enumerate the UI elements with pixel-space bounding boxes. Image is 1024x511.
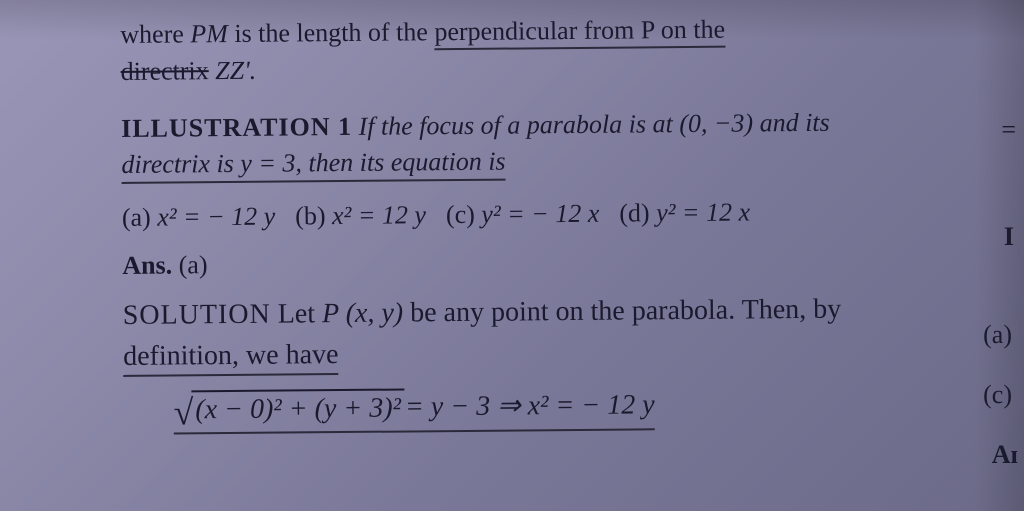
margin-a: (a) (983, 320, 1012, 350)
illustration-label: ILLUSTRATION 1 (121, 112, 352, 143)
pm-var: PM (190, 19, 228, 48)
intro-line-2: directrix ZZ'. (121, 50, 985, 88)
sol-text: be any point on the parabola. Then, by (403, 294, 841, 329)
illustration-line-2: directrix is y = 3, then its equation is (121, 147, 505, 184)
option-label: (b) (295, 202, 326, 231)
intro-underline: perpendicular from P on the (434, 15, 725, 51)
solution-line-1: SOLUTION Let P (x, y) be any point on th… (123, 288, 987, 338)
illus-text: If the focus of a parabola is at (352, 109, 679, 141)
option-b: (b) x² = 12 y (295, 196, 426, 236)
margin-c: (c) (983, 380, 1012, 410)
margin-i: I (1004, 222, 1014, 252)
option-c: (c) y² = − 12 x (446, 194, 600, 234)
sol-text: Let (271, 299, 323, 330)
solution-line-2: definition, we have (123, 339, 339, 377)
margin-ar: Aɪ (992, 440, 1018, 470)
option-d: (d) y² = 12 x (619, 193, 750, 233)
option-eq: x² = − 12 y (157, 202, 275, 232)
option-eq: y² = − 12 x (481, 199, 599, 229)
answer-line: Ans. (a) (122, 244, 986, 282)
answer-label: Ans. (122, 251, 172, 280)
option-label: (d) (619, 199, 650, 228)
illus-text: directrix is (121, 149, 240, 179)
intro-text: is the length of the (228, 17, 435, 48)
point-p: P (x, y) (322, 298, 403, 330)
textbook-page: where PM is the length of the perpendicu… (0, 0, 1024, 456)
zz-prime: ZZ'. (209, 56, 257, 85)
directrix-eq: y = 3 (240, 149, 295, 178)
margin-eq: = (1001, 115, 1016, 145)
answer-value: (a) (179, 251, 208, 280)
formula: √ (x − 0)² + (y + 3)² = y − 3 ⇒ x² = − 1… (173, 387, 654, 435)
focus-point: (0, −3) (679, 109, 753, 139)
solution-label: SOLUTION (123, 299, 271, 331)
option-eq: x² = 12 y (332, 201, 426, 231)
option-a: (a) x² = − 12 y (122, 197, 276, 237)
intro-text: where (120, 19, 190, 49)
sol-text: definition, we have (123, 339, 339, 372)
option-label: (c) (446, 200, 475, 229)
formula-rhs: = y − 3 ⇒ x² = − 12 y (405, 388, 655, 424)
option-eq: y² = 12 x (656, 198, 750, 228)
options-row: (a) x² = − 12 y (b) x² = 12 y (c) y² = −… (122, 191, 986, 238)
intro-line-1: where PM is the length of the perpendicu… (120, 9, 984, 53)
directrix-strike: directrix (121, 57, 209, 87)
illustration-line-1: ILLUSTRATION 1 If the focus of a parabol… (121, 102, 985, 149)
illus-text: and its (753, 108, 830, 138)
radicand: (x − 0)² + (y + 3)² (191, 389, 405, 427)
option-label: (a) (122, 203, 151, 232)
illus-text: , then its equation is (295, 147, 505, 178)
radical-icon: √ (173, 395, 193, 431)
square-root: √ (x − 0)² + (y + 3)² (173, 389, 405, 427)
